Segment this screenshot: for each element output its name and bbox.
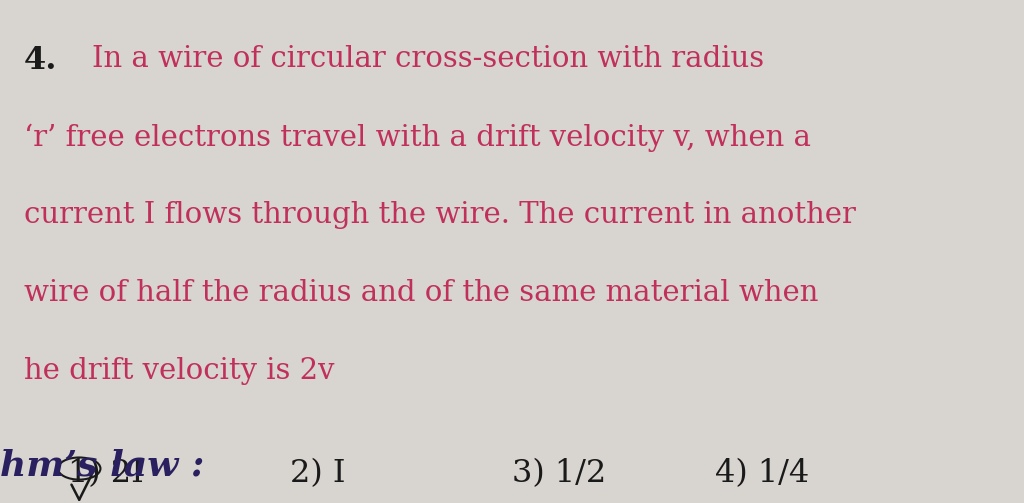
- Text: current I flows through the wire. The current in another: current I flows through the wire. The cu…: [25, 201, 856, 229]
- Text: In a wire of circular cross-section with radius: In a wire of circular cross-section with…: [92, 45, 764, 73]
- Text: he drift velocity is 2v: he drift velocity is 2v: [25, 357, 335, 385]
- Text: ‘r’ free electrons travel with a drift velocity v, when a: ‘r’ free electrons travel with a drift v…: [25, 123, 811, 151]
- Text: 4.: 4.: [25, 45, 57, 76]
- Text: 3) 1/2: 3) 1/2: [512, 459, 606, 489]
- Text: 2) I: 2) I: [290, 459, 345, 489]
- Text: wire of half the radius and of the same material when: wire of half the radius and of the same …: [25, 279, 818, 307]
- Text: hm’s law :: hm’s law :: [0, 449, 205, 483]
- Text: 1) 2I: 1) 2I: [68, 459, 143, 489]
- Text: 4) 1/4: 4) 1/4: [715, 459, 809, 489]
